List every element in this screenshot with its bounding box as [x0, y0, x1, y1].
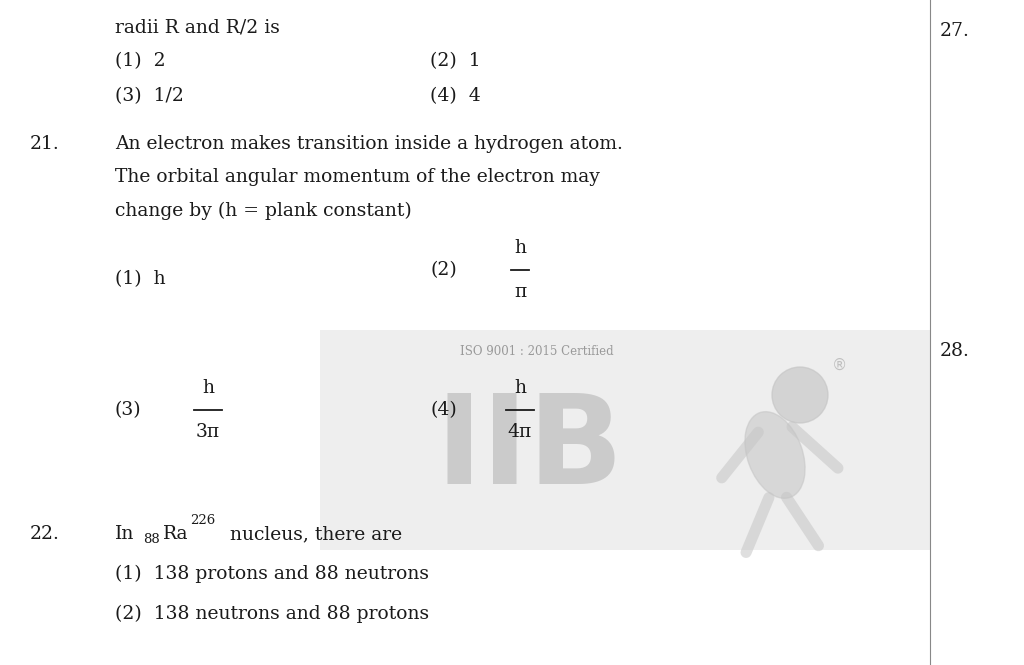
FancyArrowPatch shape [722, 432, 758, 478]
Text: π: π [514, 283, 526, 301]
Text: change by (h = plank constant): change by (h = plank constant) [115, 202, 412, 220]
Text: (2): (2) [430, 261, 457, 279]
Text: (4): (4) [430, 401, 457, 419]
Text: radii R and R/2 is: radii R and R/2 is [115, 18, 280, 36]
Text: 22.: 22. [30, 525, 59, 543]
Text: ISO 9001 : 2015 Certified: ISO 9001 : 2015 Certified [460, 345, 613, 358]
Text: 226: 226 [190, 514, 215, 527]
Text: Ra: Ra [163, 525, 188, 543]
Text: 3π: 3π [196, 423, 220, 441]
Text: 27.: 27. [940, 22, 970, 40]
Text: (3): (3) [115, 401, 141, 419]
Text: The orbital angular momentum of the electron may: The orbital angular momentum of the elec… [115, 168, 600, 186]
Text: h: h [514, 239, 526, 257]
Text: (2)  138 neutrons and 88 protons: (2) 138 neutrons and 88 protons [115, 605, 429, 623]
FancyArrowPatch shape [746, 497, 769, 553]
Text: ®: ® [833, 358, 848, 372]
Text: h: h [202, 379, 214, 397]
FancyArrowPatch shape [793, 427, 838, 468]
Circle shape [772, 367, 828, 423]
Text: nucleus, there are: nucleus, there are [230, 525, 402, 543]
Text: 28.: 28. [940, 342, 970, 360]
Text: (1)  138 protons and 88 neutrons: (1) 138 protons and 88 neutrons [115, 565, 429, 583]
Text: (1)  h: (1) h [115, 270, 166, 288]
FancyArrowPatch shape [786, 497, 818, 546]
Text: IIB: IIB [436, 390, 624, 511]
Bar [319, 330, 930, 550]
Text: (1)  2: (1) 2 [115, 52, 166, 70]
Text: 88: 88 [143, 533, 160, 546]
Text: 21.: 21. [30, 135, 59, 153]
Text: 4π: 4π [508, 423, 532, 441]
Text: An electron makes transition inside a hydrogen atom.: An electron makes transition inside a hy… [115, 135, 623, 153]
Text: (2)  1: (2) 1 [430, 52, 480, 70]
Text: In: In [115, 525, 134, 543]
Text: h: h [514, 379, 526, 397]
Ellipse shape [744, 412, 805, 498]
Text: (4)  4: (4) 4 [430, 87, 480, 105]
Text: (3)  1/2: (3) 1/2 [115, 87, 184, 105]
